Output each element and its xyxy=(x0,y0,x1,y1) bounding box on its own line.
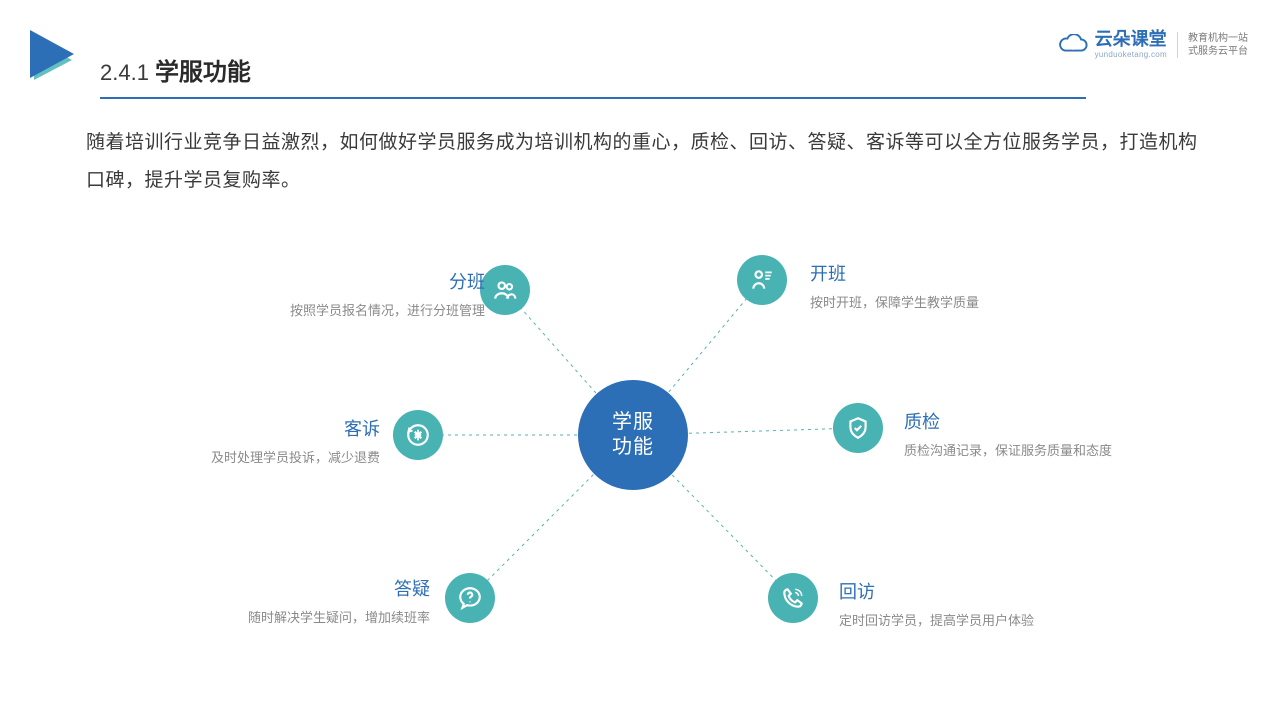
brand-tagline-line2: 式服务云平台 xyxy=(1188,45,1248,58)
hub-label-line1: 学服 xyxy=(612,411,654,433)
spoke-label-huifang: 回访定时回访学员，提高学员用户体验 xyxy=(839,578,1159,629)
brand-name: 云朵课堂 xyxy=(1095,30,1167,48)
section-title: 学服功能 xyxy=(155,52,251,87)
spoke-label-dayi: 答疑随时解决学生疑问，增加续班率 xyxy=(165,575,430,626)
brand-block: 云朵课堂 yunduoketang.com 教育机构一站 式服务云平台 xyxy=(1057,30,1248,59)
group-icon xyxy=(492,277,518,303)
section-number: 2.4.1 xyxy=(100,60,149,86)
refund-icon xyxy=(405,422,431,448)
brand-divider xyxy=(1177,32,1178,58)
spoke-title-kaiban: 开班 xyxy=(810,260,1110,286)
section-heading: 2.4.1 学服功能 xyxy=(100,52,1020,99)
intro-paragraph: 随着培训行业竞争日益激烈，如何做好学员服务成为培训机构的重心，质检、回访、答疑、… xyxy=(86,124,1200,200)
spoke-node-zhijian xyxy=(833,403,883,453)
hub-node: 学服功能 xyxy=(578,380,688,490)
corner-play-icon xyxy=(28,28,84,84)
spoke-desc-zhijian: 质检沟通记录，保证服务质量和态度 xyxy=(904,440,1224,459)
brand-tagline-line1: 教育机构一站 xyxy=(1188,32,1248,45)
spoke-title-kesu: 客诉 xyxy=(150,415,380,441)
brand-cloud-icon xyxy=(1057,34,1089,56)
spoke-label-fenban: 分班按照学员报名情况，进行分班管理 xyxy=(225,268,485,319)
spoke-title-fenban: 分班 xyxy=(225,268,485,294)
question-icon xyxy=(457,585,483,611)
spoke-desc-fenban: 按照学员报名情况，进行分班管理 xyxy=(225,300,485,319)
spoke-title-huifang: 回访 xyxy=(839,578,1159,604)
spoke-label-kaiban: 开班按时开班，保障学生教学质量 xyxy=(810,260,1110,311)
spoke-label-kesu: 客诉及时处理学员投诉，减少退费 xyxy=(150,415,380,466)
spoke-title-dayi: 答疑 xyxy=(165,575,430,601)
brand-subdomain: yunduoketang.com xyxy=(1095,50,1167,59)
hub-spoke-diagram: 学服功能 分班按照学员报名情况，进行分班管理客诉及时处理学员投诉，减少退费答疑随时… xyxy=(0,210,1280,690)
spoke-node-kesu xyxy=(393,410,443,460)
spoke-node-fenban xyxy=(480,265,530,315)
spoke-node-huifang xyxy=(768,573,818,623)
phone-icon xyxy=(780,585,806,611)
teacher-icon xyxy=(749,267,775,293)
spoke-title-zhijian: 质检 xyxy=(904,408,1224,434)
hub-label-line2: 功能 xyxy=(612,436,654,458)
brand-tagline: 教育机构一站 式服务云平台 xyxy=(1188,32,1248,58)
spoke-node-dayi xyxy=(445,573,495,623)
spoke-desc-kaiban: 按时开班，保障学生教学质量 xyxy=(810,292,1110,311)
spoke-label-zhijian: 质检质检沟通记录，保证服务质量和态度 xyxy=(904,408,1224,459)
spoke-desc-kesu: 及时处理学员投诉，减少退费 xyxy=(150,447,380,466)
spoke-desc-dayi: 随时解决学生疑问，增加续班率 xyxy=(165,607,430,626)
heading-rule xyxy=(100,97,1086,99)
shield-icon xyxy=(845,415,871,441)
spoke-node-kaiban xyxy=(737,255,787,305)
spoke-desc-huifang: 定时回访学员，提高学员用户体验 xyxy=(839,610,1159,629)
